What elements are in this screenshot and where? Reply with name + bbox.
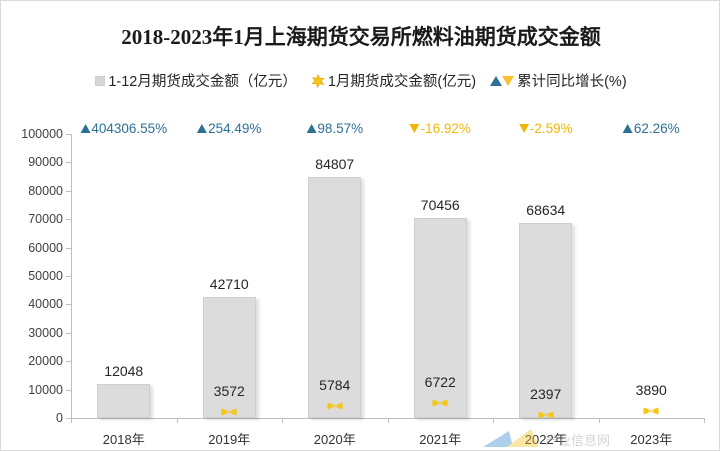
growth-annotation-label: 404306.55% bbox=[91, 121, 168, 136]
triangle-down-icon bbox=[409, 124, 420, 133]
january-value-marker[interactable] bbox=[538, 407, 554, 419]
y-axis-tick-label: 20000 bbox=[28, 354, 63, 369]
growth-annotation: 404306.55% bbox=[80, 121, 167, 136]
y-axis-tick-label: 70000 bbox=[28, 212, 63, 227]
growth-annotation-label: 98.57% bbox=[317, 121, 364, 136]
january-value-marker[interactable] bbox=[643, 402, 659, 415]
y-axis-tick-label: 60000 bbox=[28, 240, 63, 255]
x-axis-tick-label: 2021年 bbox=[419, 432, 462, 447]
star-icon bbox=[311, 73, 325, 88]
chart-legend: 1-12月期货成交金额（亿元） 1月期货成交金额(亿元) 累计同比增长(%) bbox=[1, 70, 719, 91]
legend-item-growth[interactable]: 累计同比增长(%) bbox=[490, 70, 627, 91]
triangle-up-down-icon bbox=[490, 75, 515, 86]
january-value-label: 5784 bbox=[319, 376, 351, 393]
triangle-up-icon bbox=[306, 124, 317, 133]
y-axis-tick-mark bbox=[66, 276, 71, 277]
january-value-label: 3890 bbox=[635, 381, 667, 398]
y-axis-tick-mark bbox=[66, 162, 71, 164]
legend-label-growth: 累计同比增长(%) bbox=[517, 74, 627, 90]
x-axis-tick-mark bbox=[598, 418, 600, 423]
legend-label-january: 1月期货成交金额(亿元) bbox=[327, 74, 477, 90]
growth-annotation: 254.49% bbox=[197, 121, 261, 136]
growth-annotation-label: 254.49% bbox=[208, 121, 262, 136]
growth-annotation-label: -2.59% bbox=[529, 121, 573, 136]
growth-annotation-label: -16.92% bbox=[420, 121, 471, 136]
bar[interactable] bbox=[413, 217, 467, 418]
bar-value-label: 84807 bbox=[315, 156, 355, 173]
legend-item-annual[interactable]: 1-12月期货成交金额（亿元） bbox=[95, 70, 297, 91]
bar[interactable] bbox=[202, 296, 256, 418]
x-axis-tick-label: 2019年 bbox=[208, 432, 251, 447]
growth-annotation: 62.26% bbox=[622, 121, 680, 136]
chart-title: 2018-2023年1月上海期货交易所燃料油期货成交金额 bbox=[121, 25, 601, 49]
x-axis-tick-mark bbox=[387, 418, 389, 423]
january-value-marker[interactable] bbox=[221, 403, 237, 416]
january-value-marker[interactable] bbox=[432, 394, 448, 407]
bar[interactable] bbox=[519, 223, 573, 418]
triangle-up-icon bbox=[80, 124, 91, 133]
y-axis-tick-mark bbox=[66, 361, 71, 363]
bar-value-label: 70456 bbox=[420, 196, 460, 213]
y-axis-tick-label: 80000 bbox=[28, 183, 63, 198]
bar-value-label: 12048 bbox=[104, 362, 144, 379]
y-axis-tick-label: 30000 bbox=[28, 325, 63, 340]
y-axis-tick-label: 100000 bbox=[21, 127, 63, 141]
x-axis-tick-label: 2022年 bbox=[524, 432, 567, 447]
y-axis-line bbox=[71, 134, 72, 419]
x-axis-tick-mark bbox=[71, 418, 72, 423]
y-axis-tick-mark bbox=[66, 418, 71, 419]
triangle-up-icon bbox=[490, 75, 503, 86]
x-axis-tick-label: 2020年 bbox=[313, 432, 356, 447]
y-axis-tick-mark bbox=[66, 247, 71, 249]
y-axis-tick-label: 50000 bbox=[28, 269, 63, 283]
growth-annotation: -2.59% bbox=[518, 121, 573, 136]
y-axis-tick-label: 0 bbox=[56, 411, 63, 425]
x-axis-tick-label: 2018年 bbox=[102, 432, 145, 447]
y-axis-tick-label: 40000 bbox=[28, 297, 63, 312]
x-axis-tick-label: 2023年 bbox=[630, 432, 673, 447]
triangle-down-icon bbox=[502, 75, 515, 86]
x-axis-tick-mark bbox=[704, 418, 705, 423]
y-axis-tick-mark bbox=[66, 304, 71, 306]
triangle-up-icon bbox=[622, 124, 633, 133]
y-axis-tick-label: 10000 bbox=[28, 382, 63, 397]
bar[interactable] bbox=[97, 383, 151, 418]
legend-label-annual: 1-12月期货成交金额（亿元） bbox=[108, 74, 297, 90]
january-value-label: 6722 bbox=[424, 373, 456, 390]
x-axis-tick-mark bbox=[282, 418, 283, 423]
y-axis-tick-mark bbox=[66, 134, 71, 135]
y-axis-tick-label: 90000 bbox=[28, 155, 63, 170]
bar-value-label: 68634 bbox=[526, 202, 566, 219]
bar[interactable] bbox=[308, 177, 362, 418]
y-axis-tick-mark bbox=[66, 389, 71, 391]
y-axis-tick-mark bbox=[66, 190, 71, 192]
x-axis-tick-mark bbox=[493, 418, 494, 423]
growth-annotation-label: 62.26% bbox=[633, 121, 680, 136]
triangle-down-icon bbox=[518, 124, 529, 133]
bar-value-label: 42710 bbox=[209, 275, 249, 292]
triangle-up-icon bbox=[197, 124, 208, 133]
x-axis-tick-mark bbox=[176, 418, 178, 423]
january-value-label: 3572 bbox=[213, 382, 245, 399]
growth-annotation: -16.92% bbox=[409, 121, 471, 136]
january-value-marker[interactable] bbox=[327, 397, 343, 410]
y-axis-tick-mark bbox=[66, 332, 71, 334]
y-axis-tick-mark bbox=[66, 219, 71, 221]
january-value-label: 2397 bbox=[530, 386, 562, 403]
watermark-logo: 产业信息网 bbox=[479, 425, 709, 450]
legend-item-january[interactable]: 1月期货成交金额(亿元) bbox=[311, 70, 476, 91]
square-icon bbox=[95, 75, 106, 86]
growth-annotation: 98.57% bbox=[306, 121, 363, 136]
